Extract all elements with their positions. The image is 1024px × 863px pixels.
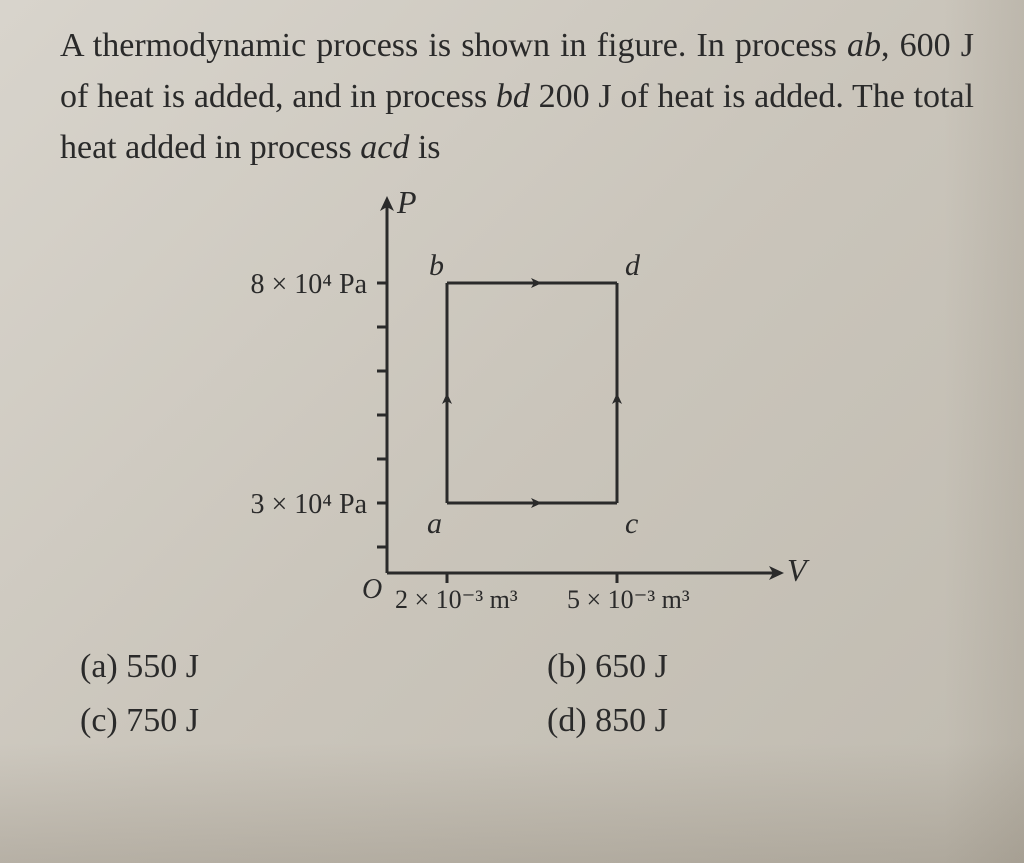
option-d: (d) 850 J: [547, 702, 954, 740]
x-axis-label: V: [787, 552, 810, 588]
y-tick-top-label: 8 × 10⁴ Pa: [250, 269, 367, 300]
question-text: A thermodynamic process is shown in figu…: [60, 20, 974, 173]
pv-diagram-svg: P V O 8 × 10⁴ Pa 3 × 10⁴ Pa 2 × 10⁻³ m³ …: [217, 183, 817, 623]
q-part-1: A thermodynamic process is shown in figu…: [60, 27, 847, 64]
origin-label: O: [362, 574, 382, 605]
node-c-label: c: [625, 507, 638, 540]
y-tick-bottom-label: 3 × 10⁴ Pa: [250, 489, 367, 520]
var-ab: ab: [847, 27, 881, 64]
paper-shadow-bottom: [0, 743, 1024, 863]
page-content: A thermodynamic process is shown in figu…: [0, 0, 1024, 760]
y-axis-label: P: [396, 184, 417, 220]
node-b-label: b: [429, 249, 444, 282]
option-c: (c) 750 J: [80, 702, 487, 740]
pv-diagram: P V O 8 × 10⁴ Pa 3 × 10⁴ Pa 2 × 10⁻³ m³ …: [217, 183, 817, 628]
node-d-label: d: [625, 249, 641, 282]
q-part-3: 200 J of: [530, 78, 649, 115]
var-acd: acd: [360, 129, 409, 166]
option-b: (b) 650 J: [547, 648, 954, 686]
option-a: (a) 550 J: [80, 648, 487, 686]
node-a-label: a: [427, 507, 442, 540]
q-part-5: is: [409, 129, 440, 166]
answer-options: (a) 550 J (b) 650 J (c) 750 J (d) 850 J: [60, 648, 974, 740]
x-tick-right-label: 5 × 10⁻³ m³: [567, 585, 690, 614]
var-bd: bd: [496, 78, 530, 115]
x-tick-left-label: 2 × 10⁻³ m³: [395, 585, 518, 614]
